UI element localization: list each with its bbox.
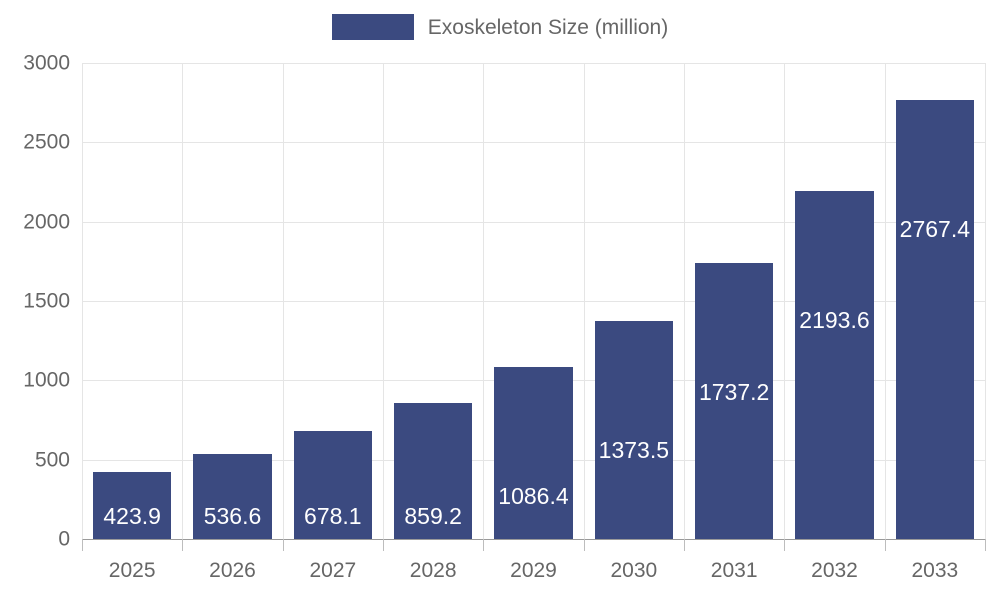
x-tick-1 xyxy=(182,539,184,551)
x-tick-6 xyxy=(684,539,685,551)
x-tick-2 xyxy=(282,539,284,551)
bar-2027[interactable]: 678.1 xyxy=(293,431,372,539)
bar-2032[interactable]: 2193.6 xyxy=(795,190,874,539)
gridline-x-2 xyxy=(282,63,284,539)
gridline-y-2500 xyxy=(82,142,985,144)
gridline-x-8 xyxy=(884,63,886,539)
bar-value-label-2031: 1737.2 xyxy=(698,379,770,406)
x-tick-label-2027: 2027 xyxy=(309,559,357,582)
gridline-y-2000 xyxy=(82,221,985,223)
x-tick-4 xyxy=(483,539,485,551)
x-tick-8 xyxy=(884,539,886,551)
x-tick-label-2026: 2026 xyxy=(209,559,256,582)
bar-2025[interactable]: 423.9 xyxy=(93,471,172,539)
bar-value-label-2030: 1373.5 xyxy=(598,437,670,464)
bar-2029[interactable]: 1086.4 xyxy=(494,366,573,539)
bar-2033[interactable]: 2767.4 xyxy=(895,99,974,539)
bar-2030[interactable]: 1373.5 xyxy=(594,321,673,539)
bar-value-label-2026: 536.6 xyxy=(203,503,262,529)
x-tick-label-2028: 2028 xyxy=(409,559,457,582)
bar-value-label-2032: 2193.6 xyxy=(799,306,870,333)
y-tick-label-1000: 1000 xyxy=(23,368,70,392)
gridline-x-7 xyxy=(784,63,786,539)
gridline-y-0 xyxy=(82,539,985,540)
bar-2028[interactable]: 859.2 xyxy=(394,402,473,539)
gridline-x-6 xyxy=(684,63,685,539)
legend-label: Exoskeleton Size (million) xyxy=(427,15,669,39)
bar-value-label-2029: 1086.4 xyxy=(498,482,569,509)
x-tick-3 xyxy=(383,539,384,551)
gridline-x-0 xyxy=(82,63,83,539)
x-tick-label-2029: 2029 xyxy=(510,559,557,582)
bar-2031[interactable]: 1737.2 xyxy=(695,263,774,539)
x-tick-label-2030: 2030 xyxy=(610,559,658,582)
gridline-y-1500 xyxy=(82,301,985,302)
bar-value-label-2027: 678.1 xyxy=(304,503,362,529)
bar-2026[interactable]: 536.6 xyxy=(193,453,272,539)
x-tick-7 xyxy=(784,539,786,551)
x-tick-label-2031: 2031 xyxy=(710,559,758,582)
x-tick-5 xyxy=(583,539,585,551)
x-tick-label-2032: 2032 xyxy=(811,559,858,582)
gridline-x-5 xyxy=(583,63,585,539)
x-tick-0 xyxy=(82,539,83,551)
plot-area: 423.9 536.6 678.1 859.2 1086.4 1373.5 1737.2 21… xyxy=(82,63,986,551)
x-tick-label-2025: 2025 xyxy=(108,559,156,582)
y-tick-label-1500: 1500 xyxy=(23,289,70,313)
gridline-x-1 xyxy=(182,63,184,539)
gridline-y-3000 xyxy=(82,63,985,64)
x-tick-9 xyxy=(985,539,986,551)
gridline-x-4 xyxy=(483,63,485,539)
chart-legend: Exoskeleton Size (million) xyxy=(0,10,1000,44)
gridline-x-9 xyxy=(985,63,986,539)
x-tick-label-2033: 2033 xyxy=(911,559,959,582)
bar-value-label-2033: 2767.4 xyxy=(899,215,971,242)
legend-color-swatch xyxy=(331,14,414,40)
y-tick-label-2000: 2000 xyxy=(23,210,70,234)
y-tick-label-500: 500 xyxy=(34,448,70,472)
gridline-x-3 xyxy=(383,63,384,539)
bar-value-label-2025: 423.9 xyxy=(103,503,161,529)
y-tick-label-2500: 2500 xyxy=(23,130,70,154)
y-tick-label-3000: 3000 xyxy=(23,51,70,75)
bar-value-label-2028: 859.2 xyxy=(404,503,462,529)
y-tick-label-0: 0 xyxy=(58,527,70,551)
